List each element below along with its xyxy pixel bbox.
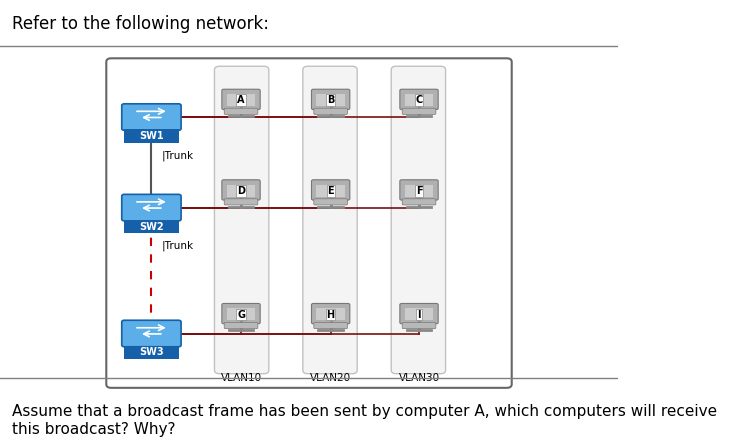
FancyBboxPatch shape <box>391 66 446 374</box>
Text: |Trunk: |Trunk <box>162 150 194 161</box>
FancyBboxPatch shape <box>402 199 436 205</box>
Text: Assume that a broadcast frame has been sent by computer A, which computers will : Assume that a broadcast frame has been s… <box>12 404 717 437</box>
FancyBboxPatch shape <box>405 94 433 106</box>
FancyBboxPatch shape <box>106 58 511 388</box>
FancyBboxPatch shape <box>122 320 181 347</box>
Text: SW1: SW1 <box>139 131 164 141</box>
FancyBboxPatch shape <box>224 199 258 205</box>
Text: VLAN20: VLAN20 <box>310 373 351 383</box>
FancyBboxPatch shape <box>222 180 260 200</box>
FancyBboxPatch shape <box>224 323 258 329</box>
Text: VLAN10: VLAN10 <box>220 373 262 383</box>
FancyBboxPatch shape <box>402 323 436 329</box>
FancyBboxPatch shape <box>227 308 255 320</box>
FancyBboxPatch shape <box>317 308 345 320</box>
FancyBboxPatch shape <box>405 308 433 320</box>
FancyBboxPatch shape <box>227 185 255 197</box>
FancyBboxPatch shape <box>400 180 438 200</box>
FancyBboxPatch shape <box>222 89 260 109</box>
FancyBboxPatch shape <box>214 66 268 374</box>
Text: C: C <box>415 95 423 105</box>
Text: B: B <box>327 95 335 105</box>
FancyBboxPatch shape <box>122 194 181 221</box>
FancyBboxPatch shape <box>311 303 350 324</box>
FancyBboxPatch shape <box>224 108 258 114</box>
FancyBboxPatch shape <box>311 180 350 200</box>
FancyBboxPatch shape <box>317 94 345 106</box>
Text: VLAN30: VLAN30 <box>399 373 440 383</box>
FancyBboxPatch shape <box>314 323 347 329</box>
Text: Refer to the following network:: Refer to the following network: <box>12 16 269 33</box>
Text: F: F <box>416 186 423 196</box>
FancyBboxPatch shape <box>124 346 179 359</box>
FancyBboxPatch shape <box>400 89 438 109</box>
Text: I: I <box>417 310 421 320</box>
FancyBboxPatch shape <box>314 108 347 114</box>
FancyBboxPatch shape <box>227 94 255 106</box>
FancyBboxPatch shape <box>405 185 433 197</box>
Text: D: D <box>237 186 245 196</box>
FancyBboxPatch shape <box>222 303 260 324</box>
Text: SW2: SW2 <box>139 222 164 231</box>
Text: A: A <box>238 95 245 105</box>
FancyBboxPatch shape <box>122 104 181 130</box>
Text: E: E <box>327 186 334 196</box>
Text: |Trunk: |Trunk <box>162 241 194 251</box>
FancyBboxPatch shape <box>303 66 357 374</box>
FancyBboxPatch shape <box>402 108 436 114</box>
Text: G: G <box>237 310 245 320</box>
FancyBboxPatch shape <box>311 89 350 109</box>
FancyBboxPatch shape <box>314 199 347 205</box>
FancyBboxPatch shape <box>317 185 345 197</box>
Text: H: H <box>326 310 335 320</box>
Text: SW3: SW3 <box>139 348 164 357</box>
FancyBboxPatch shape <box>400 303 438 324</box>
FancyBboxPatch shape <box>124 129 179 143</box>
FancyBboxPatch shape <box>124 220 179 233</box>
